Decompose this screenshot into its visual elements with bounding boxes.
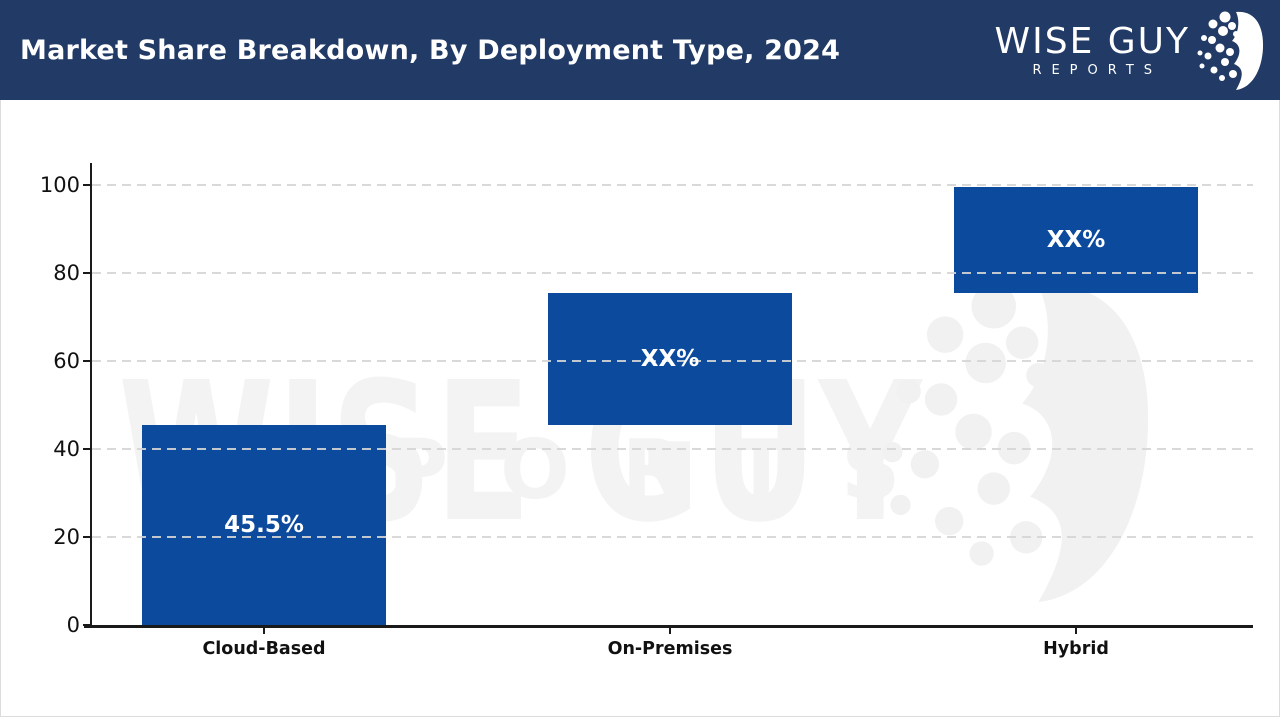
logo-face-icon bbox=[1197, 11, 1264, 91]
y-tick-label: 60 bbox=[53, 349, 80, 373]
bar-value-label: 45.5% bbox=[224, 511, 304, 538]
page-title: Market Share Breakdown, By Deployment Ty… bbox=[20, 34, 841, 66]
x-tick-label: On-Premises bbox=[607, 639, 733, 659]
logo-wordmark: WISE GUY bbox=[994, 20, 1190, 62]
gridline bbox=[92, 448, 1253, 450]
wise-guy-reports-logo: WISE GUY REPORTS bbox=[995, 8, 1280, 92]
logo-text: WISE GUY REPORTS bbox=[994, 20, 1191, 78]
bar-hybrid bbox=[954, 187, 1198, 293]
y-tick-mark bbox=[83, 184, 92, 186]
x-tick-mark bbox=[263, 625, 265, 634]
x-tick-label: Hybrid bbox=[1043, 639, 1109, 659]
y-tick-mark bbox=[83, 360, 92, 362]
header-bar: Market Share Breakdown, By Deployment Ty… bbox=[0, 0, 1280, 100]
gridline bbox=[92, 272, 1253, 274]
y-tick-label: 80 bbox=[53, 261, 80, 285]
y-tick-mark bbox=[83, 448, 92, 450]
x-tick-label: Cloud-Based bbox=[202, 639, 326, 659]
gridline bbox=[92, 184, 1253, 186]
y-tick-label: 20 bbox=[53, 525, 80, 549]
y-tick-mark bbox=[83, 536, 92, 538]
y-tick-label: 100 bbox=[39, 173, 80, 197]
bar-value-label: XX% bbox=[640, 345, 700, 372]
bar-cloud-based bbox=[142, 424, 386, 625]
y-tick-mark bbox=[83, 272, 92, 274]
gridline bbox=[92, 360, 1253, 362]
x-tick-mark bbox=[669, 625, 671, 634]
page-border-bottom bbox=[0, 716, 1280, 717]
x-axis bbox=[84, 625, 1253, 628]
gridline bbox=[92, 536, 1253, 538]
bar-on-premises bbox=[548, 292, 792, 425]
y-tick-label: 0 bbox=[66, 613, 80, 637]
logo-subtitle: REPORTS bbox=[1032, 62, 1163, 78]
x-tick-mark bbox=[1075, 625, 1077, 634]
y-axis bbox=[90, 163, 92, 627]
page-border-left bbox=[0, 100, 1, 717]
y-tick-label: 40 bbox=[53, 437, 80, 461]
bar-value-label: XX% bbox=[1046, 227, 1106, 253]
